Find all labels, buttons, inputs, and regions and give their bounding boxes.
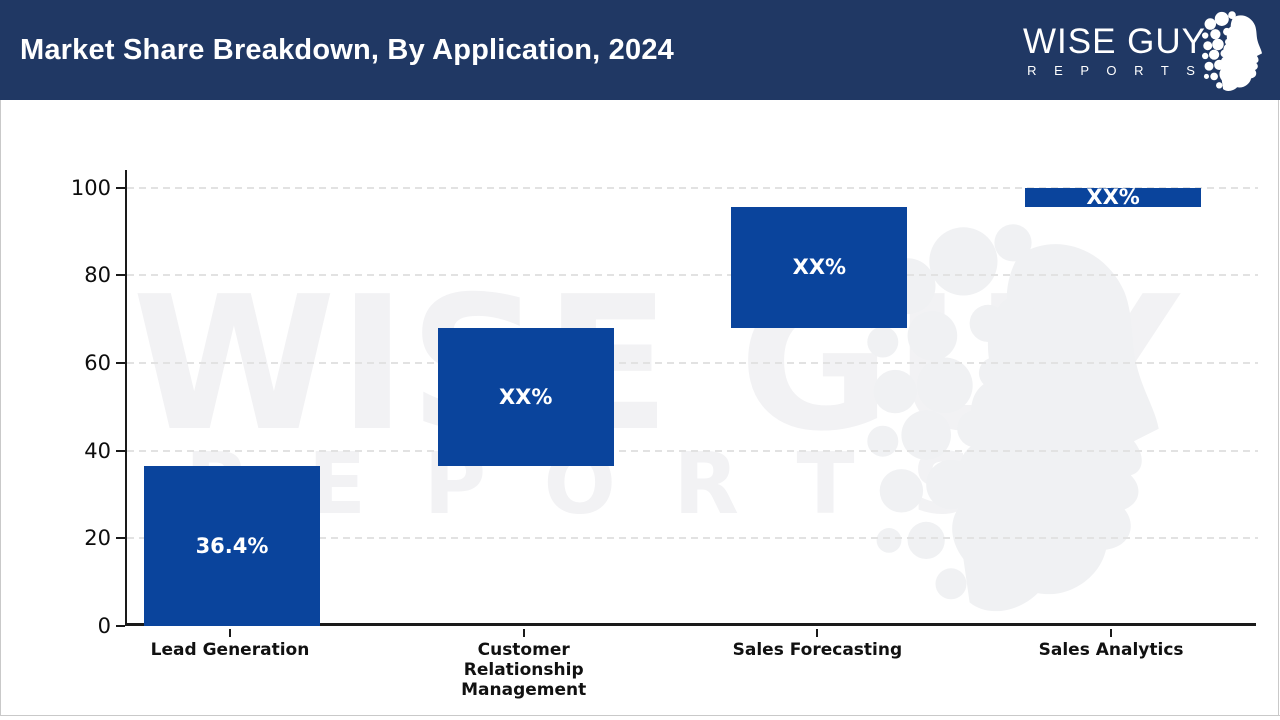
- y-tick-mark-40: [116, 449, 125, 452]
- bar-label: XX%: [792, 255, 847, 279]
- header: Market Share Breakdown, By Application, …: [0, 0, 1280, 100]
- logo-head-icon: [1201, 10, 1263, 91]
- bar-label: XX%: [498, 384, 553, 409]
- y-tick-mark-20: [116, 537, 125, 540]
- gridline-60: [127, 361, 1258, 364]
- logo-wordmark: WISE GUY R E P O R T S: [1022, 22, 1206, 79]
- bar-2: XX%: [437, 327, 614, 467]
- bar-1: 36.4%: [144, 466, 320, 626]
- logo-wordmark-line2: R E P O R T S: [1027, 63, 1202, 78]
- image-border-left: [0, 100, 1, 716]
- x-tick-label: Sales Analytics: [1038, 640, 1184, 660]
- y-tick-mark-100: [116, 186, 125, 189]
- gridline-100: [127, 186, 1258, 189]
- y-tick-label: 60: [84, 350, 111, 375]
- x-tick-label: Customer Relationship Management: [461, 640, 587, 700]
- y-tick-label: 0: [97, 614, 111, 638]
- gridline-20: [127, 537, 1258, 540]
- gridline-40: [127, 449, 1258, 452]
- x-tick-label: Lead Generation: [150, 640, 310, 660]
- x-tick-mark-3: [816, 629, 819, 637]
- y-tick-label: 40: [84, 438, 111, 463]
- bar-label: 36.4%: [195, 533, 269, 558]
- page-title: Market Share Breakdown, By Application, …: [20, 34, 674, 66]
- image-border-right: [1278, 100, 1279, 716]
- x-tick-mark-1: [229, 629, 231, 637]
- y-tick-label: 80: [84, 263, 111, 288]
- x-tick-mark-4: [1110, 629, 1113, 637]
- x-tick-mark-2: [522, 629, 525, 637]
- bar-label: XX%: [1086, 184, 1140, 209]
- x-tick-label: Sales Forecasting: [732, 640, 903, 660]
- y-tick-label: 20: [84, 526, 111, 551]
- plot-area: 36.4% XX% XX% XX%: [125, 170, 1258, 626]
- y-tick-mark-60: [116, 361, 125, 364]
- bar-4: XX%: [1025, 184, 1202, 209]
- image-border-bottom: [0, 715, 1280, 716]
- gridline-80: [127, 274, 1258, 277]
- y-tick-mark-80: [116, 274, 125, 277]
- y-tick-mark-0: [116, 625, 125, 627]
- bar-3: XX%: [731, 207, 908, 328]
- logo-wordmark-line1: WISE GUY: [1022, 22, 1206, 61]
- logo: WISE GUY R E P O R T S: [1023, 6, 1264, 96]
- y-tick-label: 100: [70, 175, 111, 200]
- watermark-head-icon: [867, 224, 1159, 612]
